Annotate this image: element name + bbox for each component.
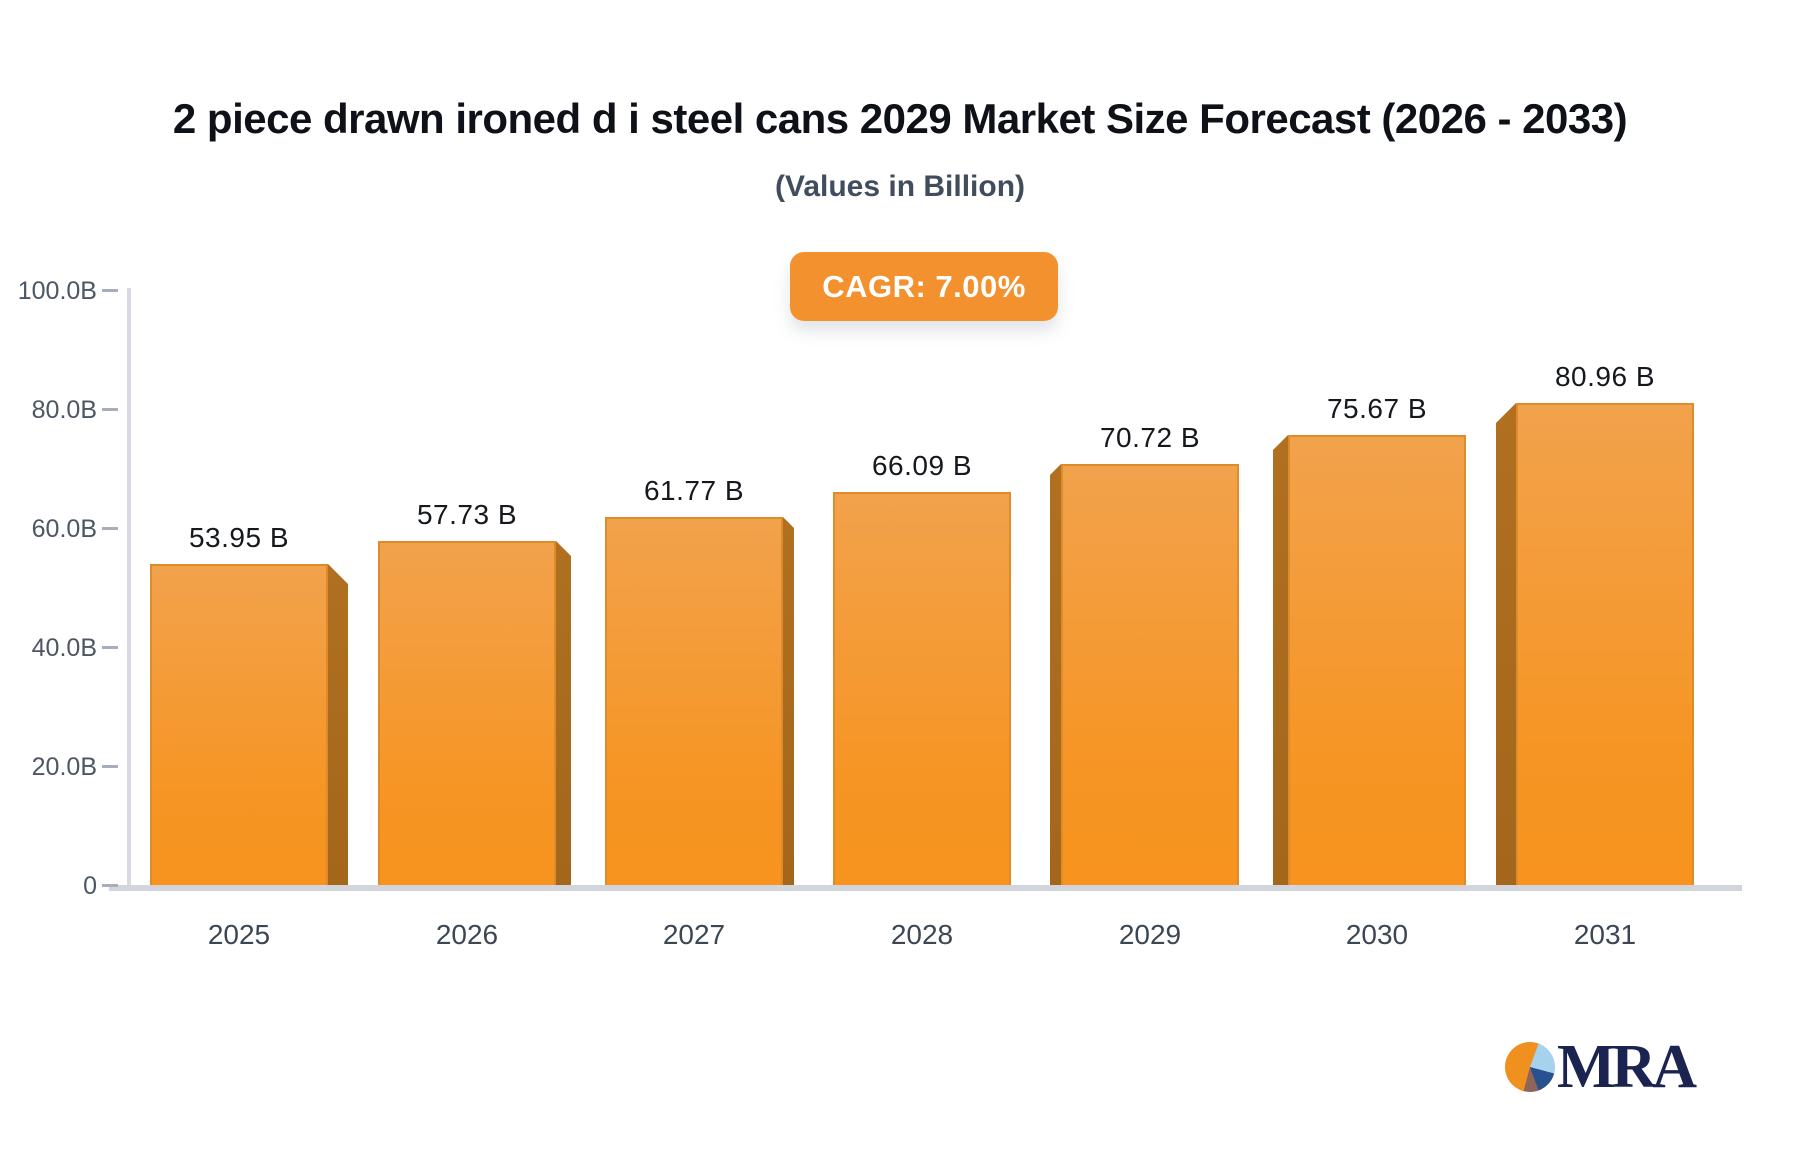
cagr-badge: CAGR: 7.00% <box>790 252 1058 321</box>
bar-face <box>1288 435 1466 885</box>
chart-subtitle: (Values in Billion) <box>774 170 1026 203</box>
bar-side-face <box>1050 464 1061 885</box>
logo-pie-icon <box>1505 1042 1555 1092</box>
y-axis-tick <box>102 526 118 530</box>
cagr-badge-label: CAGR: 7.00% <box>822 268 1026 304</box>
logo-text: MRA <box>1557 1033 1697 1101</box>
bar-group: 61.77 B <box>605 475 794 885</box>
bar-group: 80.96 B <box>1496 361 1694 885</box>
bar-face <box>378 541 556 885</box>
y-axis-tick <box>102 645 118 649</box>
x-axis-label: 2031 <box>1573 919 1637 950</box>
bar-face <box>150 564 328 885</box>
y-axis-label: 80.0B <box>31 395 97 424</box>
x-axis-label: 2026 <box>435 919 499 950</box>
bar-side-face <box>1496 403 1516 885</box>
y-axis-tick <box>102 407 118 411</box>
bar-value-label: 70.72 B <box>1099 422 1201 453</box>
bar-value-label: 57.73 B <box>416 499 518 530</box>
bar-value-label: 61.77 B <box>643 475 745 506</box>
y-axis-tick <box>102 764 118 768</box>
y-axis-label: 60.0B <box>31 514 97 543</box>
x-axis-label: 2027 <box>662 919 726 950</box>
x-axis-label: 2028 <box>890 919 954 950</box>
bar-face <box>605 517 783 885</box>
bar-group: 70.72 B <box>1050 422 1239 885</box>
x-axis-line <box>109 885 1742 891</box>
bar-value-label: 53.95 B <box>188 522 290 553</box>
y-axis-label: 100.0B <box>17 276 97 305</box>
bar-group: 53.95 B <box>150 522 348 885</box>
bar-value-label: 75.67 B <box>1326 393 1428 424</box>
x-axis-label: 2029 <box>1118 919 1182 950</box>
bar-group: 66.09 B <box>833 450 1011 885</box>
bar-value-label: 66.09 B <box>871 450 973 481</box>
bar-face <box>833 492 1011 885</box>
bar-side-face <box>556 541 571 885</box>
chart-title: 2 piece drawn ironed d i steel cans 2029… <box>172 95 1628 142</box>
x-axis-label: 2025 <box>207 919 271 950</box>
y-axis-label: 0 <box>83 872 97 900</box>
bar-group: 75.67 B <box>1273 393 1466 885</box>
bar-face <box>1061 464 1239 885</box>
bar-side-face <box>783 517 794 885</box>
bar-group: 57.73 B <box>378 499 571 885</box>
bar-value-label: 80.96 B <box>1554 361 1656 392</box>
y-axis-line <box>127 288 131 891</box>
y-axis-label: 40.0B <box>31 633 97 662</box>
y-axis-tick <box>102 884 118 887</box>
bar-side-face <box>328 564 348 885</box>
bar-side-face <box>1273 435 1288 885</box>
logo: MRA <box>1505 1033 1697 1101</box>
x-axis-label: 2030 <box>1345 919 1409 950</box>
y-axis-label: 20.0B <box>31 752 97 781</box>
bar-face <box>1516 403 1694 885</box>
y-axis-tick <box>102 288 118 292</box>
